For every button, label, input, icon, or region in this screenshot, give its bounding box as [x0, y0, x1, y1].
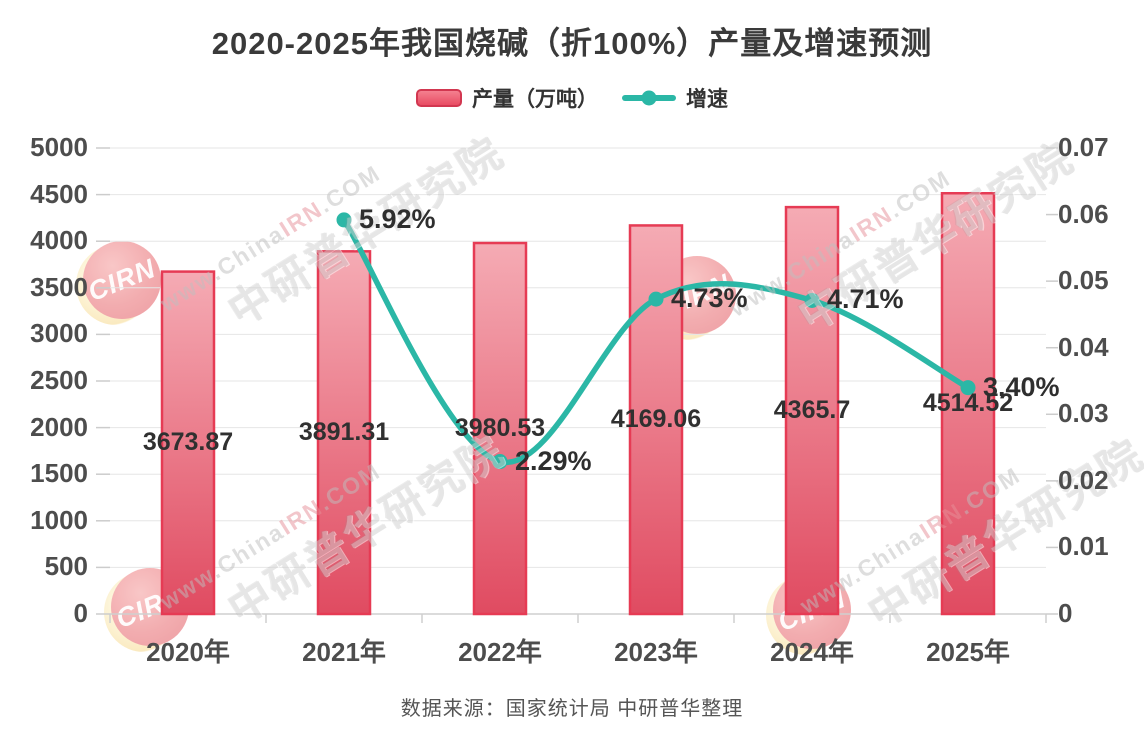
- bar-2020年[interactable]: [160, 270, 216, 616]
- logo-disc-icon: CIRN: [83, 241, 161, 319]
- chart-title: 2020-2025年我国烧碱（折100%）产量及增速预测: [211, 26, 933, 61]
- source-note: 数据来源：国家统计局 中研普华整理: [400, 698, 744, 720]
- growth-point-2023年[interactable]: [648, 291, 664, 307]
- bar-2024年[interactable]: [784, 205, 840, 616]
- growth-point-2021年[interactable]: [336, 212, 352, 228]
- watermark-logo-icon: CIRN: [76, 241, 161, 325]
- legend-bar-swatch-icon[interactable]: [416, 89, 462, 107]
- legend-line-marker-icon: [641, 90, 657, 106]
- legend-bar-label[interactable]: 产量（万吨）: [472, 88, 598, 111]
- growth-point-2025年[interactable]: [960, 380, 976, 396]
- growth-line: [341, 217, 971, 465]
- growth-point-2022年[interactable]: [492, 454, 508, 470]
- legend: 产量（万吨） 增速: [0, 84, 1144, 112]
- bar-2023年[interactable]: [628, 224, 684, 616]
- legend-line-swatch-icon[interactable]: [622, 90, 676, 106]
- bar-2025年[interactable]: [940, 191, 996, 616]
- bar-2022年[interactable]: [472, 241, 528, 616]
- growth-point-2024年[interactable]: [804, 292, 820, 308]
- legend-line-label[interactable]: 增速: [686, 88, 728, 111]
- bar-2021年[interactable]: [316, 250, 372, 616]
